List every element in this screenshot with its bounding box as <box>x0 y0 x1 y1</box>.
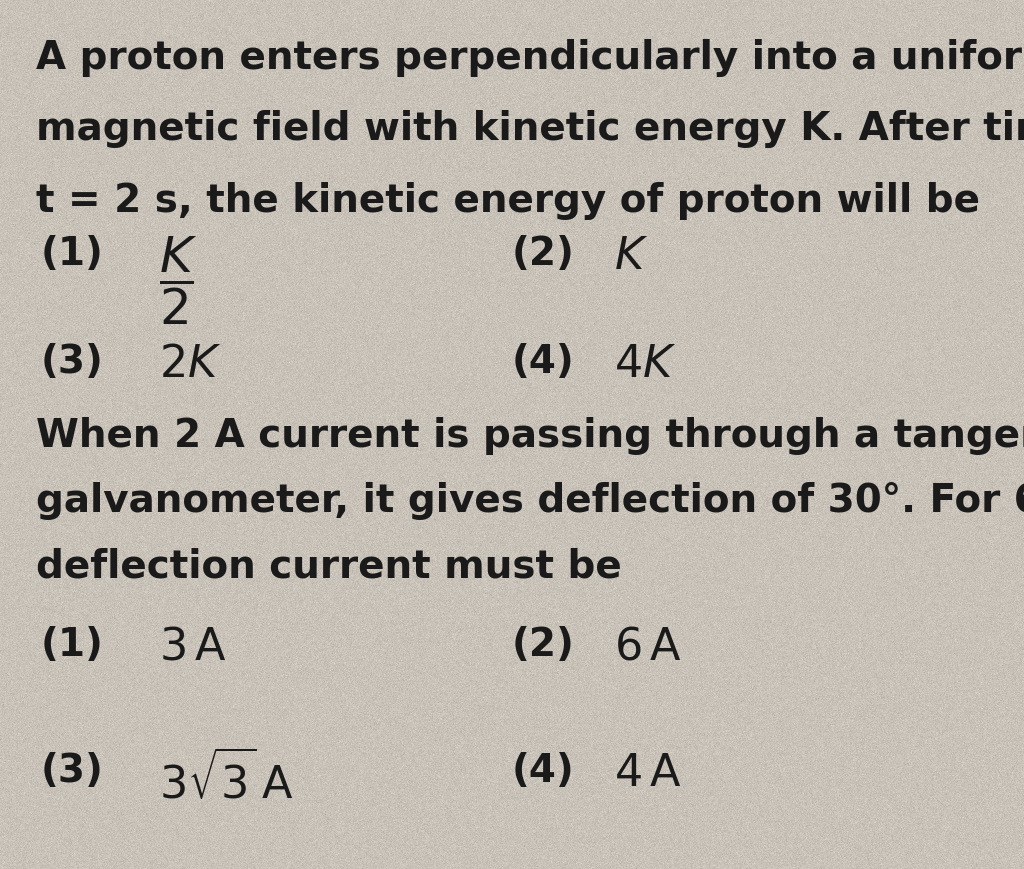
Text: $6\,\mathrm{A}$: $6\,\mathrm{A}$ <box>614 626 682 668</box>
Text: A proton enters perpendicularly into a uniform: A proton enters perpendicularly into a u… <box>36 39 1024 77</box>
Text: (4): (4) <box>512 343 574 381</box>
Text: $\dfrac{K}{2}$: $\dfrac{K}{2}$ <box>159 235 197 328</box>
Text: (2): (2) <box>512 626 574 664</box>
Text: (1): (1) <box>41 626 103 664</box>
Text: deflection current must be: deflection current must be <box>36 547 622 586</box>
Text: (3): (3) <box>41 343 103 381</box>
Text: $3\sqrt{3}\,\mathrm{A}$: $3\sqrt{3}\,\mathrm{A}$ <box>159 752 294 808</box>
Text: galvanometer, it gives deflection of 30°. For 60°: galvanometer, it gives deflection of 30°… <box>36 482 1024 521</box>
Text: $4\,\mathrm{A}$: $4\,\mathrm{A}$ <box>614 752 682 794</box>
Text: (4): (4) <box>512 752 574 790</box>
Text: $3\,\mathrm{A}$: $3\,\mathrm{A}$ <box>159 626 226 668</box>
Text: $2K$: $2K$ <box>159 343 221 386</box>
Text: When 2 A current is passing through a tangent: When 2 A current is passing through a ta… <box>36 417 1024 455</box>
Text: (2): (2) <box>512 235 574 273</box>
Text: $K$: $K$ <box>614 235 648 277</box>
Text: $4K$: $4K$ <box>614 343 677 386</box>
Text: magnetic field with kinetic energy K. After time: magnetic field with kinetic energy K. Af… <box>36 110 1024 149</box>
Text: (1): (1) <box>41 235 103 273</box>
Text: t = 2 s, the kinetic energy of proton will be: t = 2 s, the kinetic energy of proton wi… <box>36 182 980 220</box>
Text: (3): (3) <box>41 752 103 790</box>
